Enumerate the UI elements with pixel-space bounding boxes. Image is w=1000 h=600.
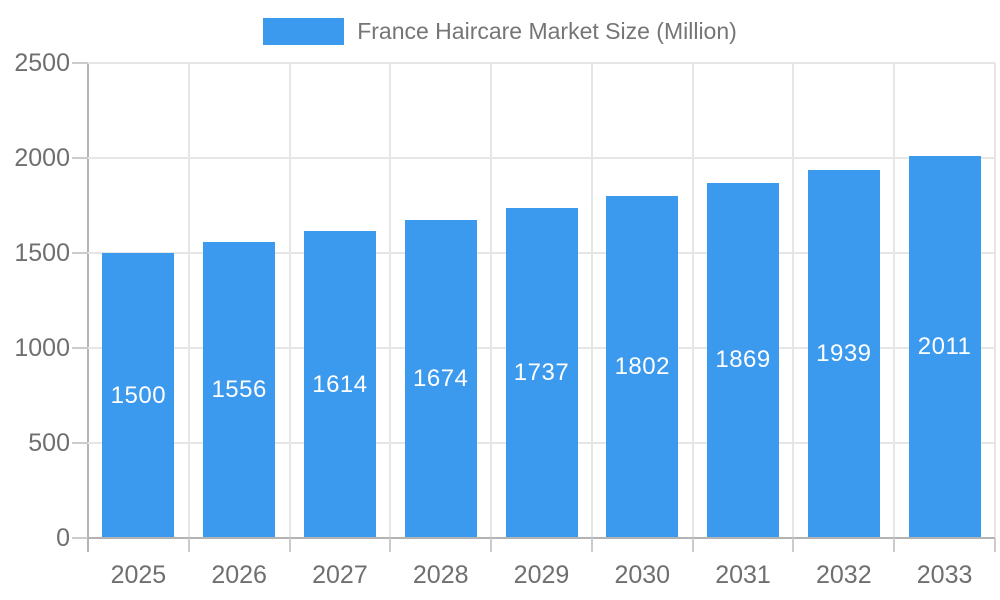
x-tick-label-2030: 2030 bbox=[614, 561, 671, 589]
bar-value-label-2029: 1737 bbox=[513, 358, 570, 386]
y-tick-label-500: 500 bbox=[28, 429, 70, 457]
chart-legend: France Haircare Market Size (Million) bbox=[0, 16, 1000, 46]
y-tick-mark-2000 bbox=[72, 157, 88, 159]
y-tick-mark-0 bbox=[72, 537, 88, 539]
y-tick-mark-2500 bbox=[72, 62, 88, 64]
v-gridline-4 bbox=[490, 63, 493, 538]
x-tick-label-2033: 2033 bbox=[916, 561, 973, 589]
v-gridline-5 bbox=[590, 63, 593, 538]
x-tick-mark-3 bbox=[389, 538, 392, 552]
v-gridline-8 bbox=[893, 63, 896, 538]
x-tick-label-2029: 2029 bbox=[513, 561, 570, 589]
h-gridline-2500 bbox=[88, 62, 995, 64]
bar-value-label-2033: 2011 bbox=[917, 332, 972, 360]
y-tick-label-1000: 1000 bbox=[14, 334, 70, 362]
v-gridline-7 bbox=[792, 63, 795, 538]
bar-value-label-2027: 1614 bbox=[312, 370, 368, 398]
x-tick-label-2028: 2028 bbox=[412, 561, 469, 589]
bar-2030[interactable]: 1802 bbox=[606, 195, 679, 538]
h-gridline-2000 bbox=[88, 157, 995, 159]
x-tick-mark-6 bbox=[691, 538, 694, 552]
x-tick-label-2027: 2027 bbox=[312, 561, 368, 589]
x-tick-label-2032: 2032 bbox=[816, 561, 872, 589]
bar-2027[interactable]: 1614 bbox=[303, 231, 376, 538]
v-gridline-6 bbox=[691, 63, 694, 538]
x-tick-label-2025: 2025 bbox=[110, 561, 167, 589]
bar-2033[interactable]: 2011 bbox=[908, 155, 981, 538]
x-tick-label-2026: 2026 bbox=[211, 561, 267, 589]
v-gridline-2 bbox=[288, 63, 291, 538]
bar-2032[interactable]: 1939 bbox=[807, 169, 880, 538]
bar-2026[interactable]: 1556 bbox=[203, 242, 276, 538]
y-tick-label-1500: 1500 bbox=[14, 239, 70, 267]
x-axis-line bbox=[87, 537, 995, 539]
x-tick-mark-5 bbox=[590, 538, 593, 552]
y-tick-mark-1500 bbox=[72, 252, 88, 254]
plot-area: 1500 1556 1614 1674 1737 1802 1869 1939 2011 bbox=[88, 62, 996, 538]
v-gridline-1 bbox=[187, 63, 190, 538]
bar-value-label-2032: 1939 bbox=[816, 339, 872, 367]
bar-2028[interactable]: 1674 bbox=[404, 219, 477, 538]
v-gridline-3 bbox=[389, 63, 392, 538]
v-gridline-9 bbox=[994, 63, 996, 538]
y-tick-mark-1000 bbox=[72, 347, 88, 349]
x-tick-mark-4 bbox=[490, 538, 493, 552]
x-tick-mark-2 bbox=[288, 538, 291, 552]
x-tick-mark-8 bbox=[893, 538, 896, 552]
y-tick-label-2500: 2500 bbox=[14, 49, 70, 77]
bar-2029[interactable]: 1737 bbox=[505, 207, 578, 538]
legend-swatch bbox=[263, 17, 345, 45]
y-tick-label-2000: 2000 bbox=[14, 144, 70, 172]
bar-2031[interactable]: 1869 bbox=[707, 182, 780, 538]
bar-2025[interactable]: 1500 bbox=[102, 253, 175, 538]
x-tick-mark-1 bbox=[187, 538, 190, 552]
x-tick-mark-0 bbox=[87, 538, 89, 552]
x-tick-label-2031: 2031 bbox=[715, 561, 771, 589]
y-axis-line bbox=[87, 63, 89, 538]
bar-value-label-2026: 1556 bbox=[211, 376, 267, 404]
y-tick-mark-500 bbox=[72, 442, 88, 444]
legend-label: France Haircare Market Size (Million) bbox=[357, 17, 737, 44]
x-tick-mark-9 bbox=[994, 538, 996, 552]
bar-value-label-2031: 1869 bbox=[715, 346, 771, 374]
bar-value-label-2030: 1802 bbox=[614, 352, 670, 380]
y-tick-label-0: 0 bbox=[56, 524, 70, 552]
bar-value-label-2025: 1500 bbox=[110, 381, 167, 409]
x-tick-mark-7 bbox=[792, 538, 795, 552]
bar-value-label-2028: 1674 bbox=[413, 364, 469, 392]
